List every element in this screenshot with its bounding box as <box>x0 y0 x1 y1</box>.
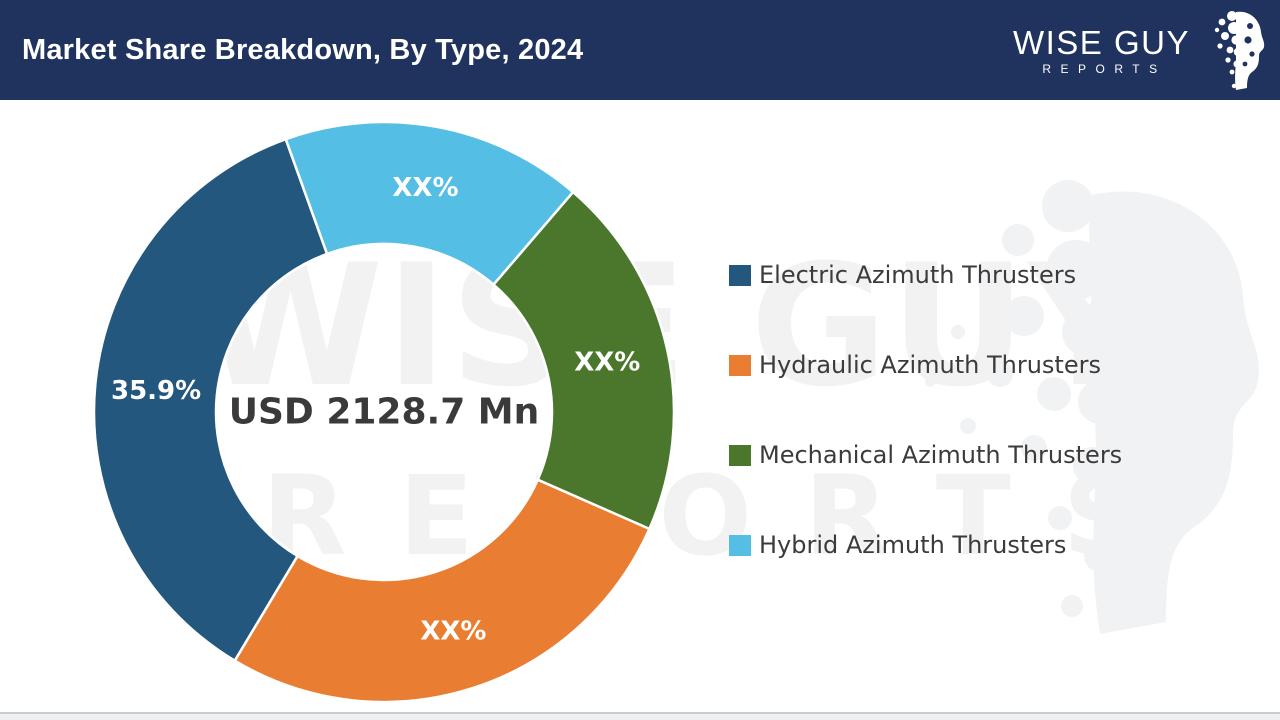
slice-percentage-label: XX% <box>420 616 486 646</box>
slice-percentage-label: XX% <box>574 347 640 377</box>
slice-percentage-label: 35.9% <box>111 376 201 406</box>
chart-center-total: USD 2128.7 Mn <box>228 391 540 433</box>
brand-name: WISE GUY <box>1012 23 1190 61</box>
watermark-head-icon <box>925 180 1259 634</box>
brand-head-icon <box>1214 11 1265 90</box>
bottom-strip <box>0 712 1280 720</box>
legend-label: Hybrid Azimuth Thrusters <box>759 531 1067 559</box>
legend-item-hydraulic: Hydraulic Azimuth Thrusters <box>729 351 1122 379</box>
donut-slice <box>284 120 575 286</box>
legend-label: Hydraulic Azimuth Thrusters <box>759 351 1101 379</box>
legend-swatch-hybrid <box>729 534 751 556</box>
slice-percentage-label: XX% <box>392 173 458 203</box>
donut-slice <box>492 190 676 531</box>
header: Market Share Breakdown, By Type, 2024 WI… <box>0 0 1280 100</box>
watermark-subword: REPORTS <box>262 452 1194 580</box>
chart-legend: Electric Azimuth Thrusters Hydraulic Azi… <box>729 261 1123 622</box>
brand-subname: REPORTS <box>1042 61 1167 76</box>
legend-swatch-electric <box>729 264 751 286</box>
watermark: WISE GUY REPORTS <box>0 100 1280 720</box>
brand-logo: WISE GUY REPORTS <box>1013 6 1266 94</box>
page-title: Market Share Breakdown, By Type, 2024 <box>22 33 584 66</box>
legend-item-electric: Electric Azimuth Thrusters <box>729 261 1122 289</box>
legend-item-mechanical: Mechanical Azimuth Thrusters <box>729 441 1123 469</box>
chart-area: WISE GUY REPORTS <box>0 100 1280 720</box>
donut-chart: 35.9% XX% XX% XX% <box>92 120 676 704</box>
legend-swatch-hydraulic <box>729 354 751 376</box>
legend-label: Electric Azimuth Thrusters <box>759 261 1077 289</box>
legend-swatch-mechanical <box>729 444 751 466</box>
brand-logo-text: WISE GUY REPORTS <box>1013 26 1190 75</box>
legend-item-hybrid: Hybrid Azimuth Thrusters <box>729 531 1122 559</box>
donut-slice <box>233 478 651 704</box>
legend-label: Mechanical Azimuth Thrusters <box>759 441 1123 469</box>
donut-slice <box>92 137 329 662</box>
